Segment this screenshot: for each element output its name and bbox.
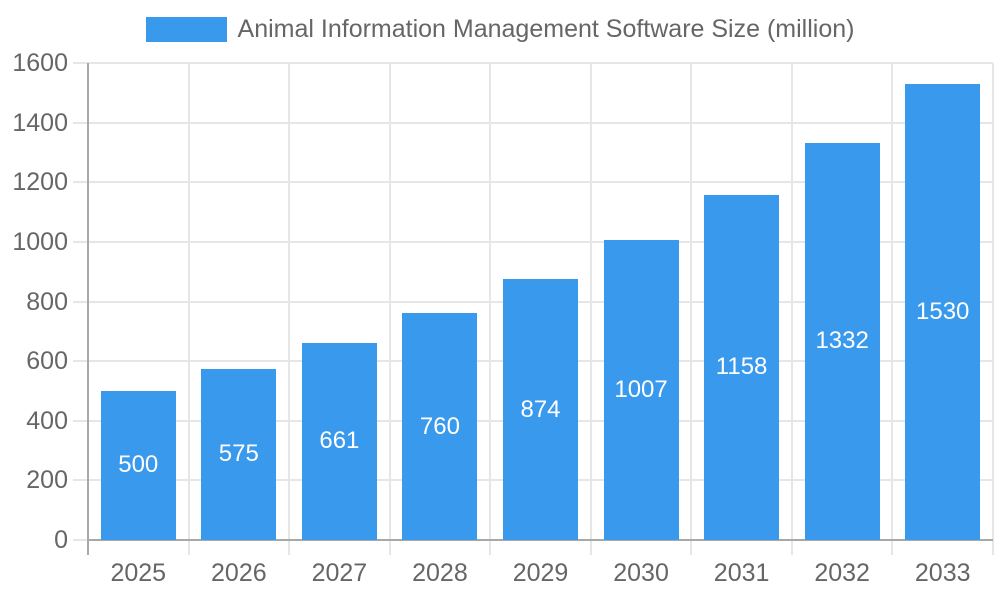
y-axis-label-800: 800 [26, 287, 68, 316]
bar-2030[interactable]: 1007 [603, 239, 679, 540]
legend-swatch [145, 17, 227, 42]
legend-label: Animal Information Management Software S… [237, 15, 855, 43]
x-axis-label-2025: 2025 [110, 559, 167, 587]
gridline-vertical-3 [388, 63, 391, 540]
x-axis-label-2029: 2029 [512, 559, 569, 587]
x-axis-tick-9 [992, 540, 994, 555]
y-axis-line [87, 63, 89, 555]
gridline-vertical-7 [790, 63, 793, 540]
gridline-vertical-9 [992, 63, 994, 540]
bar-value-label-2033: 1530 [916, 297, 970, 325]
y-axis-label-0: 0 [54, 526, 68, 554]
y-axis-label-1600: 1600 [12, 49, 68, 77]
x-axis-label-2033: 2033 [914, 559, 971, 587]
gridline-horizontal-1000 [88, 240, 993, 243]
gridline-horizontal-1600 [88, 62, 993, 64]
x-axis-tick-4 [489, 540, 492, 555]
gridline-horizontal-1400 [88, 121, 993, 124]
x-axis-label-2026: 2026 [211, 559, 267, 587]
y-axis-label-1200: 1200 [12, 168, 68, 197]
x-axis-tick-2 [288, 540, 291, 555]
bar-2033[interactable]: 1530 [905, 83, 981, 540]
x-axis-label-2027: 2027 [311, 559, 368, 587]
gridline-vertical-8 [891, 63, 894, 540]
bar-value-label-2032: 1332 [815, 327, 869, 355]
bar-value-label-2025: 500 [118, 451, 159, 479]
x-axis-label-2031: 2031 [713, 559, 770, 587]
gridline-horizontal-1200 [88, 181, 993, 184]
y-axis-tick-600 [73, 360, 88, 363]
bar-2029[interactable]: 874 [503, 279, 578, 540]
x-axis-tick-7 [790, 540, 793, 555]
y-axis-label-200: 200 [26, 466, 68, 495]
y-axis-tick-800 [73, 300, 88, 303]
y-axis-tick-1000 [73, 240, 88, 243]
x-axis-label-2030: 2030 [613, 559, 669, 587]
bar-value-label-2027: 661 [319, 427, 360, 455]
bar-value-label-2031: 1158 [715, 353, 768, 381]
gridline-vertical-5 [589, 63, 592, 540]
y-axis-tick-1600 [73, 62, 88, 64]
x-axis-label-2028: 2028 [412, 559, 468, 587]
gridline-vertical-4 [489, 63, 492, 540]
y-axis-label-400: 400 [26, 406, 68, 435]
bar-value-label-2026: 575 [218, 440, 259, 468]
y-axis-tick-400 [73, 419, 88, 422]
y-axis-tick-1400 [73, 121, 88, 124]
x-axis-tick-1 [187, 540, 190, 555]
x-axis-label-2032: 2032 [814, 559, 870, 587]
bar-2028[interactable]: 760 [402, 313, 478, 540]
y-axis-label-1000: 1000 [12, 227, 68, 256]
gridline-vertical-2 [288, 63, 291, 540]
x-axis-tick-3 [388, 540, 391, 555]
bar-value-label-2029: 874 [520, 395, 561, 423]
y-axis-tick-0 [73, 539, 88, 541]
bar-value-label-2028: 760 [419, 412, 460, 440]
x-axis-tick-5 [589, 540, 592, 555]
chart-legend[interactable]: Animal Information Management Software S… [0, 15, 1000, 44]
x-axis-tick-8 [891, 540, 894, 555]
y-axis-tick-1200 [73, 181, 88, 184]
gridline-vertical-1 [187, 63, 190, 540]
y-axis-label-600: 600 [26, 347, 68, 376]
bar-2025[interactable]: 500 [100, 390, 176, 540]
y-axis-label-1400: 1400 [12, 108, 68, 137]
gridline-vertical-6 [690, 63, 693, 540]
bar-2032[interactable]: 1332 [804, 142, 880, 540]
y-axis-tick-200 [73, 479, 88, 482]
bar-2027[interactable]: 661 [301, 342, 377, 540]
bar-2031[interactable]: 1158 [704, 194, 780, 540]
x-axis-line [88, 539, 993, 541]
x-axis-tick-6 [690, 540, 693, 555]
bar-2026[interactable]: 575 [201, 368, 277, 540]
bar-value-label-2030: 1007 [614, 375, 668, 403]
